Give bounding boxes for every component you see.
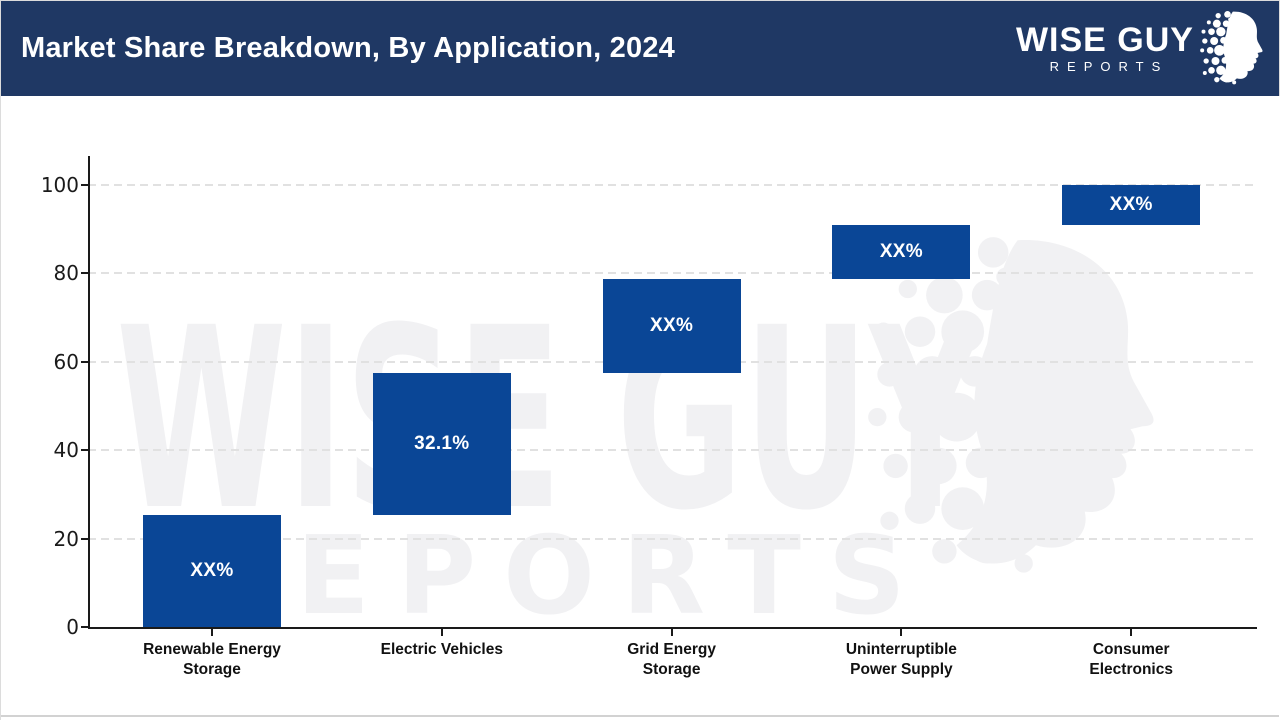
category-label-line: Storage (183, 661, 241, 678)
brand-logo-text: WISE GUY REPORTS (1015, 21, 1194, 74)
x-tick-mark (1130, 629, 1133, 636)
category-label-line: Storage (642, 661, 701, 678)
bar-segment: 32.1% (372, 373, 511, 516)
watermark-subtext: REPORTS (186, 514, 933, 639)
gridline (88, 272, 1257, 275)
bar-value-label: XX% (879, 240, 923, 262)
bar-value-label: 32.1% (414, 433, 470, 455)
bar-segment: XX% (1062, 185, 1201, 225)
plot-area: WISE GUY REPORTS 0 20 40 60 80 100 XX% Renewabl… (1, 96, 1280, 720)
y-tick-mark (81, 272, 88, 275)
gridline (88, 537, 1257, 540)
x-tick-mark (670, 629, 673, 636)
category-label-line: Uninterruptible (845, 641, 957, 658)
brand-name: WISE GUY (1015, 21, 1194, 60)
y-tick-label: 60 (53, 349, 79, 374)
bar-value-label: XX% (1109, 193, 1153, 215)
x-tick-mark (900, 629, 903, 636)
brand-subtitle: REPORTS (1049, 58, 1169, 74)
y-tick-mark (81, 537, 88, 540)
category-label-line: Renewable Energy (143, 641, 281, 658)
category-label: Uninterruptible Power Supply (786, 640, 1016, 680)
category-label: Electric Vehicles (327, 640, 557, 660)
bar-segment: XX% (143, 515, 281, 627)
y-tick-mark (81, 184, 88, 186)
x-tick-mark (440, 629, 443, 636)
category-label: Renewable Energy Storage (97, 640, 327, 680)
category-label: Consumer Electronics (1016, 640, 1246, 680)
y-tick-mark (81, 449, 88, 452)
bar-segment: XX% (602, 278, 741, 374)
x-axis-line (88, 627, 1257, 629)
y-tick-mark (81, 626, 88, 628)
brand-head-icon (1200, 10, 1263, 84)
bar-value-label: XX% (190, 560, 234, 582)
watermark-text: WISE GUY (116, 274, 982, 565)
gridline (88, 449, 1257, 452)
category-label: Grid Energy Storage (557, 640, 787, 680)
brand-logo: WISE GUY REPORTS (1016, 9, 1265, 89)
bar-value-label: XX% (650, 314, 694, 336)
y-axis-line (88, 156, 90, 629)
category-label-line: Electronics (1089, 661, 1173, 678)
header-bar: Market Share Breakdown, By Application, … (1, 1, 1279, 96)
page-title: Market Share Breakdown, By Application, … (21, 32, 675, 64)
y-tick-label: 20 (53, 526, 79, 551)
category-label-line: Grid Energy (627, 641, 716, 658)
y-tick-label: 80 (53, 261, 79, 286)
y-tick-mark (81, 360, 88, 363)
y-tick-label: 100 (40, 173, 79, 197)
x-tick-mark (211, 629, 213, 636)
category-label-line: Electric Vehicles (380, 641, 503, 658)
category-label-line: Power Supply (850, 661, 953, 678)
y-tick-label: 40 (53, 438, 79, 463)
bar-segment: XX% (832, 224, 971, 279)
y-tick-label: 0 (66, 615, 79, 639)
gridline (88, 184, 1257, 186)
category-label-line: Consumer (1092, 641, 1170, 658)
bottom-divider (1, 715, 1279, 717)
